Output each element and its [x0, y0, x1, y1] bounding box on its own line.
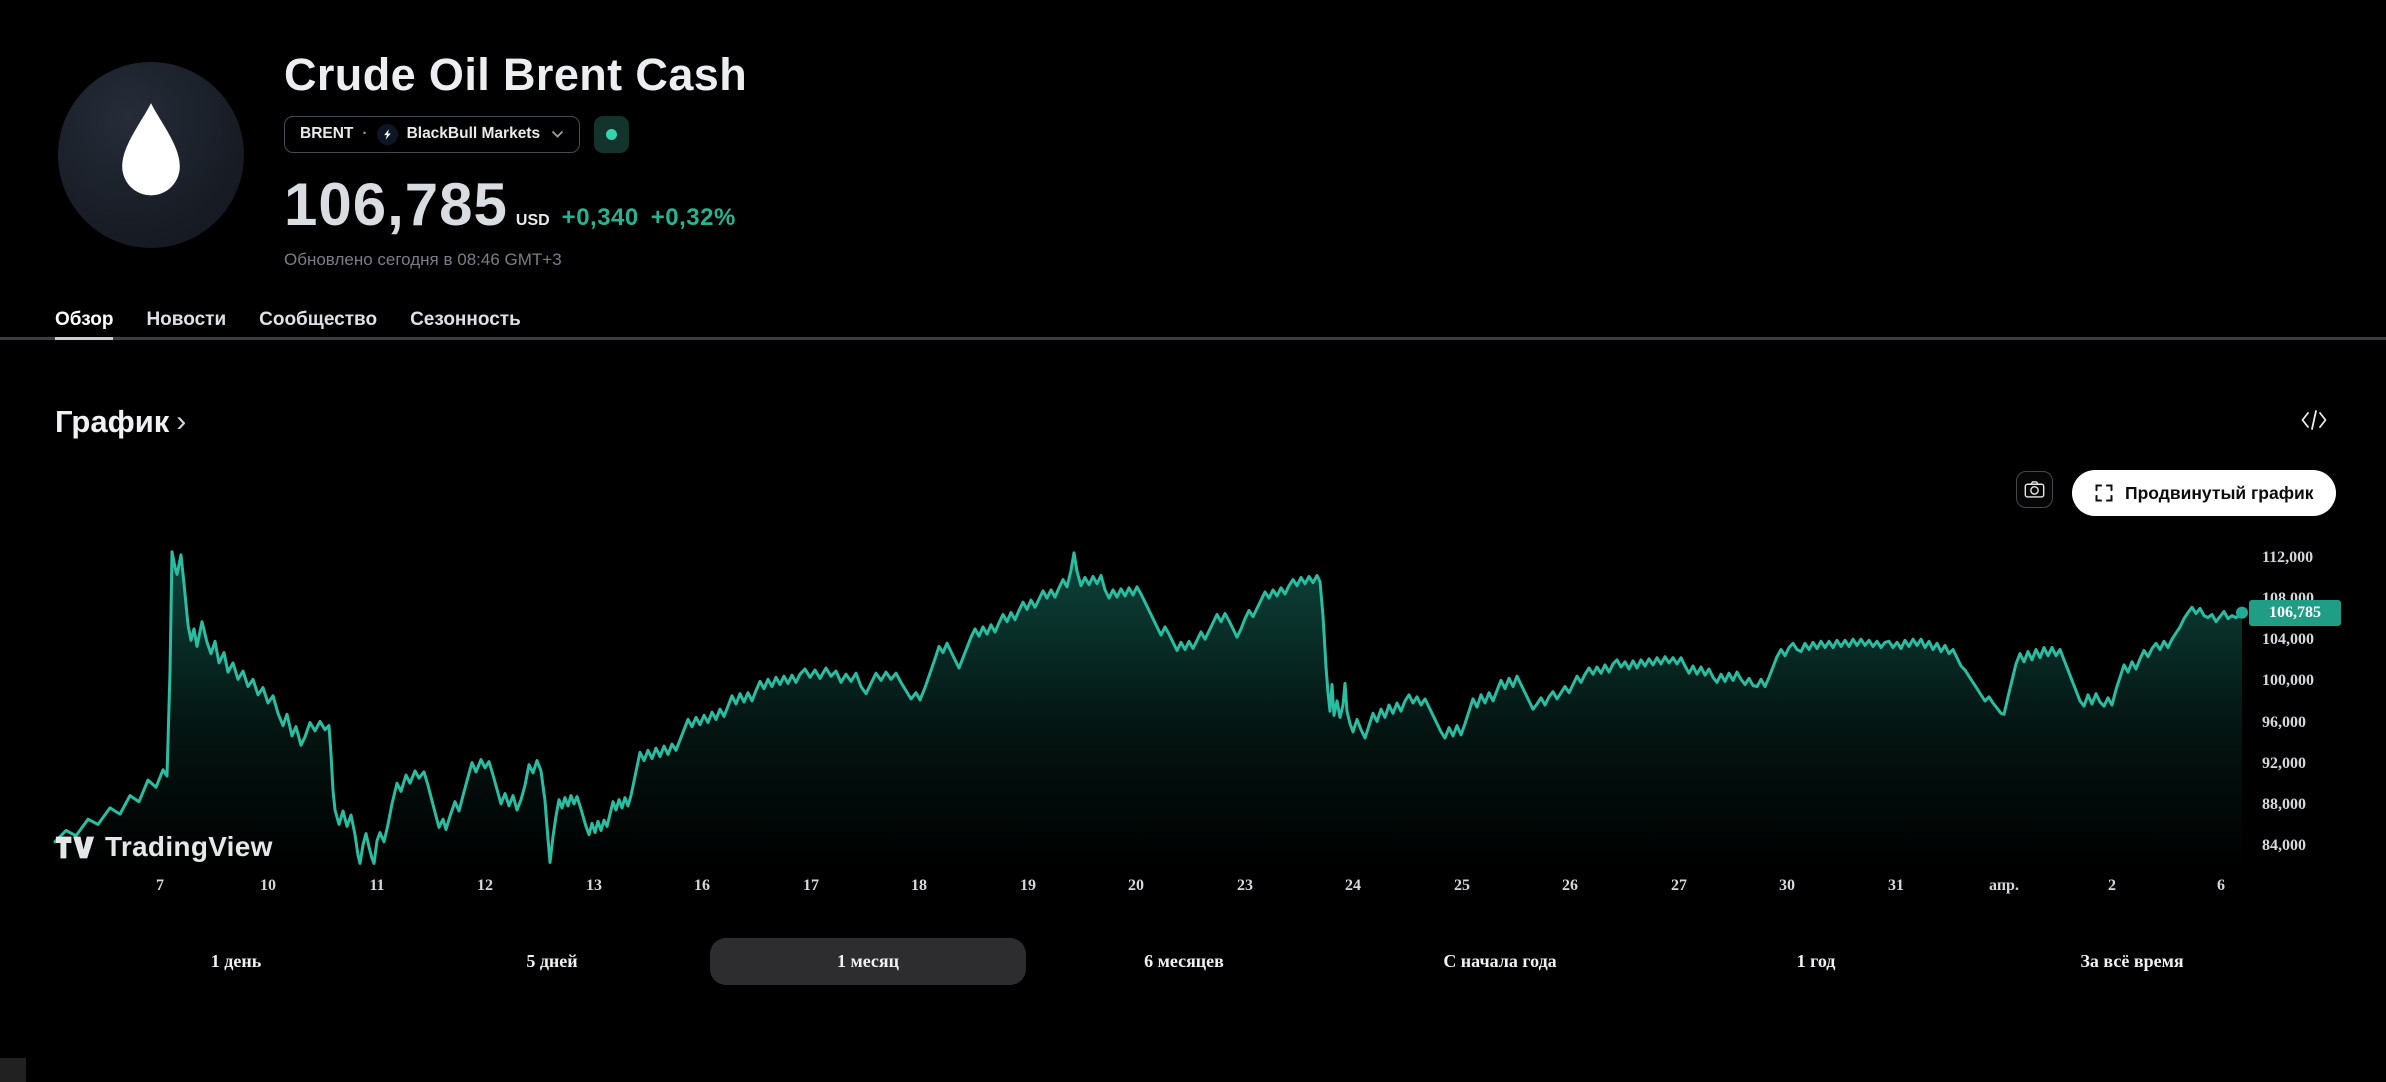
- x-axis-tick: 10: [260, 877, 276, 894]
- range-button-5[interactable]: 1 год: [1796, 951, 1836, 971]
- tab-news[interactable]: Новости: [146, 309, 227, 330]
- symbol-header: Crude Oil Brent Cash BRENT · BlackBull M…: [284, 50, 747, 270]
- embed-code-icon[interactable]: [2298, 406, 2330, 437]
- x-axis-tick: 11: [369, 877, 385, 894]
- tradingview-watermark[interactable]: TradingView: [55, 831, 273, 863]
- range-button-1[interactable]: 5 дней: [526, 951, 578, 971]
- current-price-tag: 106,785: [2249, 600, 2341, 626]
- last-updated-text: Обновлено сегодня в 08:46 GMT+3: [284, 249, 562, 269]
- expand-corners-icon: [2095, 484, 2113, 502]
- x-axis-tick: 13: [586, 877, 602, 894]
- market-status-button[interactable]: [594, 115, 630, 153]
- x-axis-tick: 12: [477, 877, 493, 894]
- corner-fragment: [0, 1058, 26, 1082]
- x-axis-tick: 23: [1237, 877, 1253, 894]
- oil-drop-icon: [122, 103, 180, 196]
- range-button-6[interactable]: За всё время: [2080, 951, 2184, 971]
- range-button-4[interactable]: С начала года: [1443, 951, 1557, 971]
- y-axis-tick: 84,000: [2262, 837, 2306, 854]
- x-axis-tick: 31: [1888, 877, 1904, 894]
- x-axis-tick: 24: [1345, 877, 1361, 894]
- y-axis-tick: 88,000: [2262, 796, 2306, 813]
- x-axis-tick: 16: [694, 877, 710, 894]
- chart-section-header[interactable]: График ›: [55, 404, 186, 440]
- price-row: 106,785 USD +0,340 +0,32%: [284, 170, 747, 238]
- tradingview-watermark-text: TradingView: [105, 831, 273, 862]
- x-axis-tick: 27: [1671, 877, 1687, 894]
- symbol-logo: [58, 62, 244, 248]
- separator-dot: ·: [362, 125, 368, 142]
- camera-icon: [2024, 481, 2045, 498]
- tab-bar: Обзор Новости Сообщество Сезонность: [0, 303, 2386, 340]
- x-axis-tick: 2: [2108, 877, 2116, 894]
- range-button-3[interactable]: 6 месяцев: [1144, 951, 1224, 971]
- tab-seasonality[interactable]: Сезонность: [410, 309, 521, 330]
- price-area-chart[interactable]: [53, 540, 2255, 870]
- chevron-down-icon: [551, 130, 564, 139]
- x-axis-tick: 17: [803, 877, 819, 894]
- x-axis-tick: 7: [156, 877, 164, 894]
- advanced-chart-label: Продвинутый график: [2125, 482, 2314, 503]
- y-axis-tick: 112,000: [2262, 549, 2314, 566]
- page-title: Crude Oil Brent Cash: [284, 49, 748, 100]
- y-axis-tick: 92,000: [2262, 755, 2306, 772]
- range-selector: 1 день 5 дней 1 месяц 6 месяцев С начала год…: [78, 938, 2290, 985]
- x-axis-tick: 20: [1128, 877, 1144, 894]
- y-axis-tick: 96,000: [2262, 714, 2306, 731]
- x-axis-tick: апр.: [1989, 877, 2019, 894]
- x-axis-tick: 6: [2217, 877, 2225, 894]
- screenshot-camera-button[interactable]: [2016, 471, 2053, 508]
- market-open-dot-icon: [606, 128, 618, 140]
- x-axis-tick: 30: [1779, 877, 1795, 894]
- y-axis-tick: 100,000: [2262, 672, 2314, 689]
- x-axis-tick: 25: [1454, 877, 1470, 894]
- section-title: График: [55, 404, 170, 439]
- y-axis-tick: 104,000: [2262, 631, 2314, 648]
- tradingview-logo-icon: [55, 836, 95, 858]
- price-change-pct: +0,32%: [650, 203, 736, 231]
- chevron-right-icon: ›: [176, 405, 187, 438]
- chart-price-line: [53, 550, 2244, 865]
- tab-overview[interactable]: Обзор: [55, 303, 114, 340]
- advanced-chart-button[interactable]: Продвинутый график: [2072, 470, 2336, 516]
- range-button-0[interactable]: 1 день: [210, 951, 262, 971]
- provider-name: BlackBull Markets: [406, 125, 541, 142]
- price-currency: USD: [515, 211, 550, 229]
- last-price-dot-icon: [2236, 606, 2248, 619]
- symbol-row: BRENT · BlackBull Markets: [284, 115, 747, 153]
- chart-area-fill: [55, 551, 2242, 870]
- x-axis-tick: 26: [1562, 877, 1578, 894]
- last-price: 106,785: [284, 170, 508, 238]
- symbol-switcher-button[interactable]: BRENT · BlackBull Markets: [284, 115, 581, 153]
- tab-community[interactable]: Сообщество: [259, 309, 378, 330]
- x-axis-tick: 19: [1020, 877, 1036, 894]
- blackbull-logo-icon: [376, 123, 398, 145]
- x-axis-tick: 18: [911, 877, 927, 894]
- price-change-abs: +0,340: [561, 203, 639, 231]
- range-button-2[interactable]: 1 месяц: [710, 938, 1026, 985]
- symbol-ticker: BRENT: [300, 125, 354, 142]
